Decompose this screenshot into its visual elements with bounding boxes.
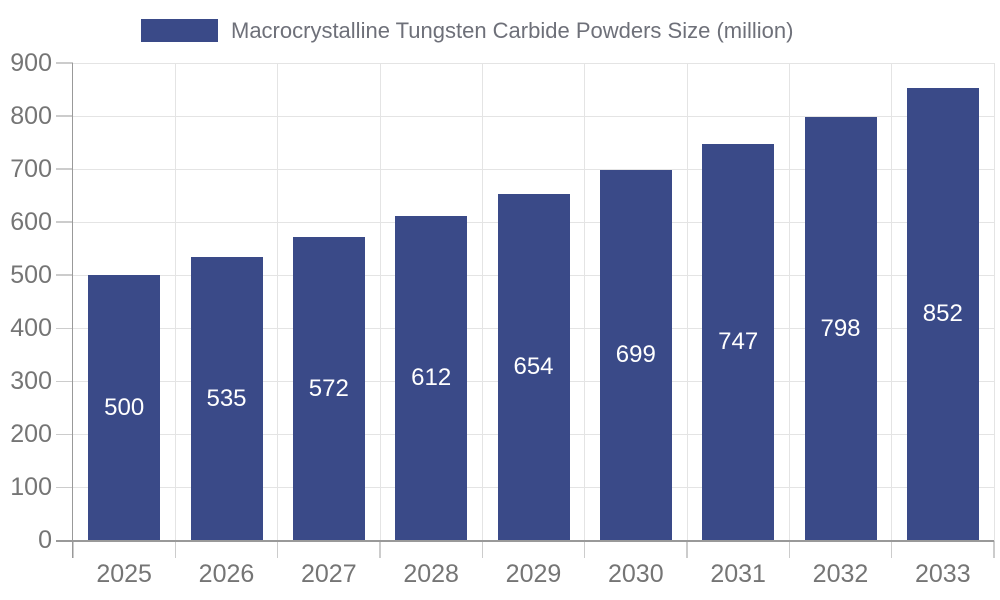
y-tick: [56, 115, 73, 117]
y-axis-tick-label: 700: [10, 154, 52, 183]
legend-label: Macrocrystalline Tungsten Carbide Powder…: [231, 18, 794, 43]
x-gridline: [174, 63, 176, 541]
bar-2030[interactable]: [599, 169, 672, 541]
x-gridline: [379, 63, 381, 541]
bar-value-label: 699: [615, 341, 656, 369]
x-gridline: [788, 63, 790, 541]
x-tick: [72, 540, 74, 558]
x-axis-line: [56, 540, 994, 542]
y-axis-tick-label: 900: [10, 48, 52, 77]
x-gridline: [891, 63, 893, 541]
x-tick: [583, 540, 586, 558]
bar-value-label: 747: [718, 328, 759, 356]
bar-value-label: 572: [308, 374, 349, 402]
y-tick: [56, 221, 73, 223]
bar-value-label: 535: [206, 384, 247, 412]
bar-value-label: 612: [411, 364, 452, 392]
y-tick: [56, 168, 73, 170]
y-axis-tick-label: 0: [38, 526, 52, 554]
y-gridline: [73, 115, 994, 117]
y-tick: [56, 380, 73, 383]
bar-value-label: 654: [513, 353, 554, 380]
y-tick: [56, 486, 73, 489]
bar-2031[interactable]: [702, 144, 775, 541]
x-tick: [890, 540, 893, 558]
x-axis-tick-label: 2032: [812, 559, 869, 588]
x-axis-tick-label: 2031: [710, 559, 766, 588]
y-tick: [56, 274, 73, 276]
x-gridline: [277, 63, 279, 541]
bar-value-label: 798: [820, 314, 861, 342]
y-gridline: [73, 62, 994, 64]
x-tick: [993, 540, 995, 558]
y-axis-line: [71, 63, 73, 558]
bar-value-label: 852: [922, 300, 963, 328]
x-axis-tick-label: 2029: [505, 559, 562, 588]
bar-2025[interactable]: [88, 275, 161, 541]
y-tick: [56, 433, 73, 436]
x-gridline: [993, 63, 995, 541]
bar-2027[interactable]: [292, 237, 365, 541]
y-tick: [56, 62, 73, 64]
y-axis-tick-label: 100: [10, 472, 52, 501]
x-gridline: [686, 63, 688, 541]
legend-swatch: [141, 19, 218, 42]
y-axis-tick-label: 800: [10, 101, 52, 130]
x-tick: [379, 540, 381, 558]
x-axis-tick-label: 2027: [301, 559, 357, 588]
x-axis-tick-label: 2030: [608, 559, 664, 588]
x-axis-tick-label: 2033: [915, 559, 971, 588]
bar-2033[interactable]: [906, 88, 979, 541]
bar-value-label: 500: [104, 393, 145, 421]
y-axis-tick-label: 300: [10, 366, 52, 395]
y-axis-tick-label: 600: [10, 207, 52, 236]
x-axis-tick-label: 2025: [96, 559, 152, 588]
x-gridline: [481, 63, 483, 541]
x-tick: [276, 540, 279, 558]
y-axis-tick-label: 200: [10, 419, 52, 448]
x-axis-tick-label: 2028: [403, 559, 459, 588]
bar-2028[interactable]: [395, 215, 468, 541]
y-tick: [56, 327, 73, 330]
bar-2032[interactable]: [804, 117, 877, 541]
y-gridline: [73, 168, 994, 170]
bar-2026[interactable]: [190, 256, 263, 541]
y-axis-tick-label: 500: [10, 260, 52, 289]
x-gridline: [584, 63, 586, 541]
x-tick: [481, 540, 484, 558]
x-tick: [788, 540, 791, 558]
bar-2029[interactable]: [497, 193, 570, 541]
x-tick: [686, 540, 688, 558]
y-axis-tick-label: 400: [10, 313, 52, 342]
x-tick: [174, 540, 177, 558]
x-axis-tick-label: 2026: [198, 559, 255, 588]
